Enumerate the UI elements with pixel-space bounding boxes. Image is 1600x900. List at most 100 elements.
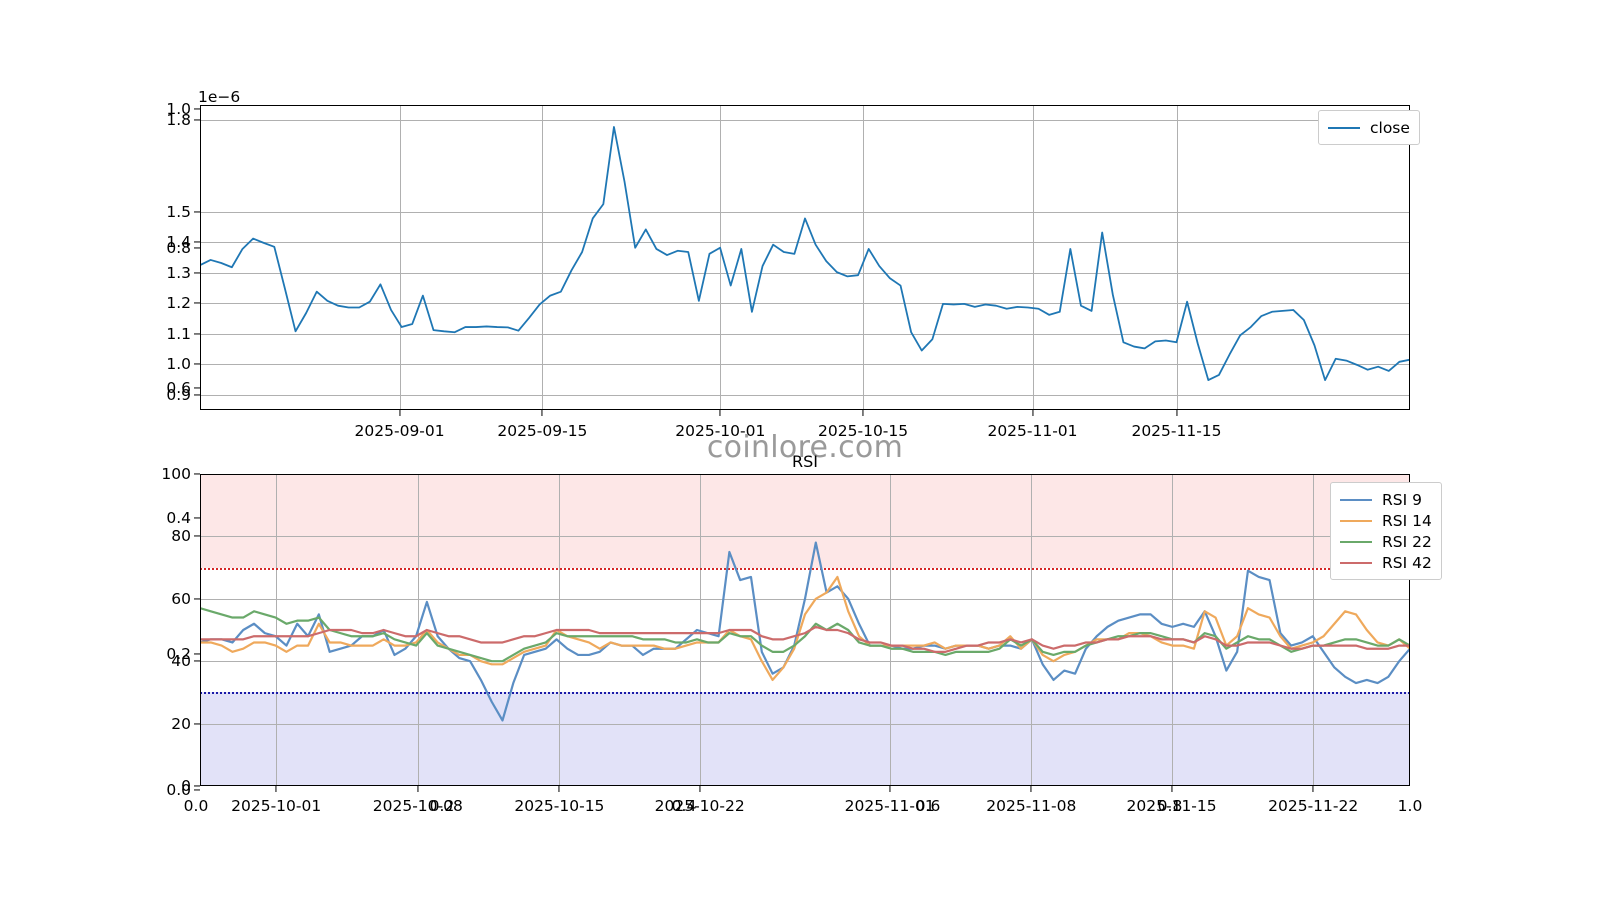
rsi-legend-label: RSI 14 — [1382, 511, 1432, 530]
rsi-y-tick-mark — [194, 785, 200, 787]
price-y-tick-mark — [194, 302, 200, 304]
rsi-y-tick-mark-secondary — [194, 653, 200, 655]
rsi-x-tick-label-secondary: 0.6 — [915, 797, 941, 815]
price-gridline-h — [200, 394, 1410, 396]
price-gridline-h — [200, 120, 1410, 122]
rsi-y-tick-label-secondary: 0.4 — [166, 509, 191, 527]
price-gridline-v — [399, 105, 401, 410]
rsi-y-tick-label: 40 — [171, 652, 191, 671]
watermark-coinlore: coinlore.com — [706, 430, 904, 465]
price-y-tick-mark — [194, 241, 200, 243]
rsi-y-tick-label: 80 — [171, 527, 191, 546]
rsi-x-tick-mark — [275, 786, 277, 792]
price-legend-label: close — [1370, 118, 1410, 137]
rsi-legend-item[interactable]: RSI 9 — [1340, 489, 1432, 510]
rsi-legend-label: RSI 22 — [1382, 532, 1432, 551]
price-x-tick-label: 2025-09-01 — [354, 422, 445, 440]
rsi-x-tick-mark — [699, 786, 701, 792]
rsi-legend-item[interactable]: RSI 22 — [1340, 531, 1432, 552]
price-plot-area — [200, 105, 1410, 410]
rsi-x-tick-label-secondary: 0.8 — [1157, 797, 1183, 815]
rsi-x-tick-label: 2025-10-08 — [372, 797, 463, 815]
price-gridline-v — [1176, 105, 1178, 410]
rsi-gridline-v — [1031, 474, 1033, 786]
rsi-gridline-v — [889, 474, 891, 786]
price-y-tick-mark — [194, 119, 200, 121]
price-gridline-h — [200, 242, 1410, 244]
price-x-tick-mark — [862, 410, 864, 416]
rsi-y-tick-label: 60 — [171, 589, 191, 608]
rsi-x-tick-label: 2025-10-01 — [231, 797, 322, 815]
rsi-x-tick-label: 2025-10-15 — [514, 797, 605, 815]
rsi-gridline-v — [1313, 474, 1315, 786]
price-y-tick-label: 1.4 — [166, 233, 191, 252]
rsi-x-tick-mark — [558, 786, 560, 792]
price-legend[interactable]: close — [1318, 110, 1420, 145]
rsi-series-svg — [200, 541, 1410, 722]
rsi-overbought-line — [200, 567, 1410, 570]
price-y-tick-label: 1.5 — [166, 202, 191, 221]
price-gridline-h — [200, 211, 1410, 213]
rsi-y-tick-label: 0 — [181, 777, 191, 795]
rsi-legend-swatch — [1340, 540, 1372, 543]
rsi-y-tick-mark — [194, 723, 200, 725]
price-gridline-v — [863, 105, 865, 410]
price-x-tick-mark — [1031, 410, 1034, 416]
price-y-tick-label: 1.3 — [166, 263, 191, 282]
price-y-tick-mark-secondary — [194, 108, 200, 110]
rsi-oversold-band — [200, 692, 1410, 786]
rsi-x-tick-label-secondary: 0.4 — [671, 797, 697, 815]
rsi-y-tick-mark-secondary — [194, 789, 200, 791]
rsi-y-tick-mark — [194, 535, 200, 537]
price-x-tick-label: 2025-10-15 — [818, 422, 909, 440]
price-y-tick-mark — [194, 211, 200, 213]
price-x-tick-mark — [399, 410, 401, 416]
price-y-tick-label: 0.9 — [166, 385, 191, 404]
rsi-x-tick-label-secondary: 0.0 — [183, 797, 209, 815]
rsi-y-tick-label-secondary: 0.2 — [166, 645, 191, 663]
rsi-legend-label: RSI 42 — [1382, 553, 1432, 572]
price-x-tick-mark — [1175, 410, 1178, 416]
rsi-y-tick-label-secondary: 0.0 — [166, 781, 191, 799]
rsi-gridline-h — [200, 661, 1410, 663]
price-gridline-v — [542, 105, 544, 410]
price-gridline-h — [200, 272, 1410, 274]
price-x-tick-label: 2025-11-01 — [987, 422, 1078, 440]
price-gridline-v — [1032, 105, 1034, 410]
rsi-gridline-h — [200, 536, 1410, 538]
rsi-x-tick-mark — [1312, 786, 1314, 792]
price-x-tick-label: 2025-10-01 — [675, 422, 766, 440]
price-y-tick-label: 1.2 — [166, 294, 191, 313]
rsi-legend-item[interactable]: RSI 42 — [1340, 552, 1432, 573]
rsi-y-tick-mark-secondary — [194, 517, 200, 519]
rsi-x-tick-mark — [1171, 786, 1173, 792]
price-y-tick-label: 1.1 — [166, 324, 191, 343]
rsi-legend-item[interactable]: RSI 14 — [1340, 510, 1432, 531]
price-y-tick-label: 1.0 — [166, 355, 191, 374]
rsi-legend-label: RSI 9 — [1382, 490, 1422, 509]
price-x-tick-mark — [719, 410, 721, 416]
rsi-y-tick-mark — [194, 473, 200, 475]
rsi-oversold-line — [200, 692, 1410, 695]
rsi-x-tick-label: 2025-10-22 — [654, 797, 745, 815]
price-y-tick-label-secondary: 0.6 — [166, 379, 191, 397]
price-x-tick-label: 2025-09-15 — [497, 422, 588, 440]
price-chart-axes — [200, 105, 1410, 410]
rsi-y-tick-mark — [194, 598, 200, 600]
rsi-x-tick-label-secondary: 1.0 — [1397, 797, 1423, 815]
rsi-legend[interactable]: RSI 9 RSI 14 RSI 22 RSI 42 — [1330, 482, 1442, 580]
rsi-legend-swatch — [1340, 561, 1372, 564]
price-legend-item[interactable]: close — [1328, 117, 1410, 138]
price-legend-swatch — [1328, 126, 1360, 129]
rsi-legend-swatch — [1340, 519, 1372, 522]
rsi-x-tick-mark — [417, 786, 419, 792]
rsi-overbought-band — [200, 474, 1410, 568]
price-y-tick-mark — [194, 363, 200, 365]
price-y-tick-mark-secondary — [194, 247, 200, 249]
rsi-x-tick-mark — [1030, 786, 1032, 792]
rsi-gridline-h — [200, 723, 1410, 725]
rsi-chart-axes — [200, 474, 1410, 786]
rsi-y-tick-label: 100 — [161, 465, 191, 483]
rsi-x-tick-label: 2025-11-15 — [1126, 797, 1217, 815]
